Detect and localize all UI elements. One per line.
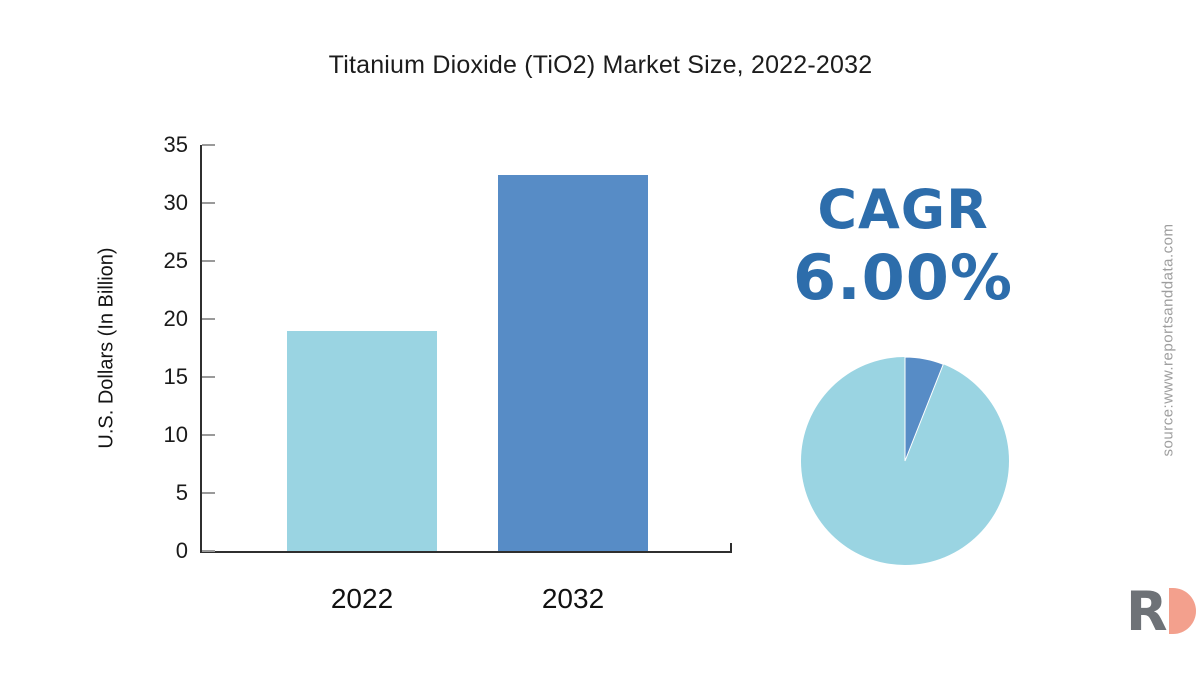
x-tick-label: 2022: [330, 583, 394, 614]
y-tick-label: 35: [163, 132, 188, 157]
y-tick-mark: [202, 550, 215, 552]
chart-title: Titanium Dioxide (TiO2) Market Size, 202…: [328, 51, 873, 79]
y-tick-mark: [202, 202, 215, 204]
y-tick-mark: [202, 492, 215, 494]
y-tick-mark: [202, 144, 215, 146]
source-text: source:www.reportsanddata.com: [1159, 223, 1177, 457]
brand-logo: R: [1126, 580, 1196, 643]
x-axis-end-tick: [730, 543, 732, 551]
cagr-value: 6.00%: [792, 241, 1014, 314]
y-axis-label: U.S. Dollars (In Billion): [95, 247, 118, 449]
bar-plot-area: 0 5 10 15 20 25 30 35 2022 2032: [164, 132, 732, 614]
bar-2032: [498, 175, 648, 551]
y-tick-mark: [202, 260, 215, 262]
y-tick-mark: [202, 318, 215, 320]
bar-2022: [287, 330, 437, 551]
y-tick-mark: [202, 434, 215, 436]
y-tick-label: 10: [163, 422, 188, 447]
y-tick-label: 30: [163, 190, 188, 215]
x-tick-label: 2032: [541, 583, 605, 614]
y-tick-label: 0: [175, 538, 188, 563]
y-tick-label: 5: [175, 480, 188, 505]
y-tick-label: 20: [163, 306, 188, 331]
logo-letter-r: R: [1126, 580, 1168, 643]
y-tick-label: 15: [163, 364, 188, 389]
cagr-annotation: CAGR 6.00%: [793, 183, 1013, 309]
pie-chart: [801, 356, 1009, 565]
logo-d-shape: [1168, 588, 1196, 634]
y-tick-mark: [202, 376, 215, 378]
cagr-label: CAGR: [817, 178, 989, 241]
y-tick-label: 25: [163, 248, 188, 273]
pie-cagr-slice: [904, 356, 944, 462]
